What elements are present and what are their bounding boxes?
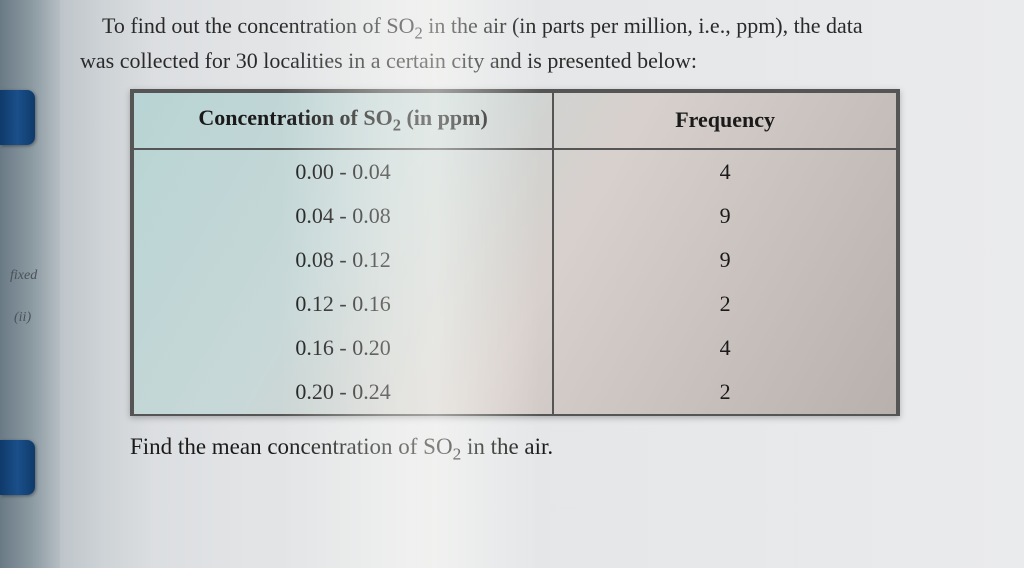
cell-frequency: 4: [553, 149, 897, 194]
question-text: Find the mean concentration of SO2 in th…: [130, 434, 994, 465]
cell-concentration: 0.00 - 0.04: [133, 149, 553, 194]
subscript: 2: [393, 116, 401, 135]
cell-frequency: 4: [553, 326, 897, 370]
cell-frequency: 2: [553, 370, 897, 414]
subscript: 2: [453, 444, 462, 463]
cell-frequency: 2: [553, 282, 897, 326]
table-header-row: Concentration of SO2 (in ppm) Frequency: [133, 92, 897, 148]
spine-tab: [0, 90, 35, 145]
table-row: 0.16 - 0.20 4: [133, 326, 897, 370]
cell-frequency: 9: [553, 194, 897, 238]
cell-concentration: 0.20 - 0.24: [133, 370, 553, 414]
cell-concentration: 0.12 - 0.16: [133, 282, 553, 326]
subscript: 2: [415, 23, 423, 42]
table-row: 0.00 - 0.04 4: [133, 149, 897, 194]
cell-concentration: 0.16 - 0.20: [133, 326, 553, 370]
header-concentration: Concentration of SO2 (in ppm): [133, 92, 553, 148]
margin-note: (ii): [14, 310, 31, 326]
table-row: 0.08 - 0.12 9: [133, 238, 897, 282]
spine-tab: [0, 440, 35, 495]
header-frequency: Frequency: [553, 92, 897, 148]
textbook-page: To find out the concentration of SO2 in …: [60, 0, 1024, 568]
text: To find out the concentration of SO: [102, 13, 415, 38]
table-row: 0.12 - 0.16 2: [133, 282, 897, 326]
text: Concentration of SO: [198, 105, 392, 130]
margin-note: fixed: [10, 268, 37, 284]
text: in the air.: [461, 434, 553, 459]
text: Find the mean concentration of SO: [130, 434, 453, 459]
data-table: Concentration of SO2 (in ppm) Frequency …: [130, 89, 900, 415]
text: in the air (in parts per million, i.e., …: [423, 13, 863, 38]
cell-frequency: 9: [553, 238, 897, 282]
problem-statement: To find out the concentration of SO2 in …: [80, 10, 994, 77]
text: (in ppm): [401, 105, 488, 130]
table-row: 0.04 - 0.08 9: [133, 194, 897, 238]
cell-concentration: 0.08 - 0.12: [133, 238, 553, 282]
text: was collected for 30 localities in a cer…: [80, 48, 697, 73]
table-row: 0.20 - 0.24 2: [133, 370, 897, 414]
cell-concentration: 0.04 - 0.08: [133, 194, 553, 238]
